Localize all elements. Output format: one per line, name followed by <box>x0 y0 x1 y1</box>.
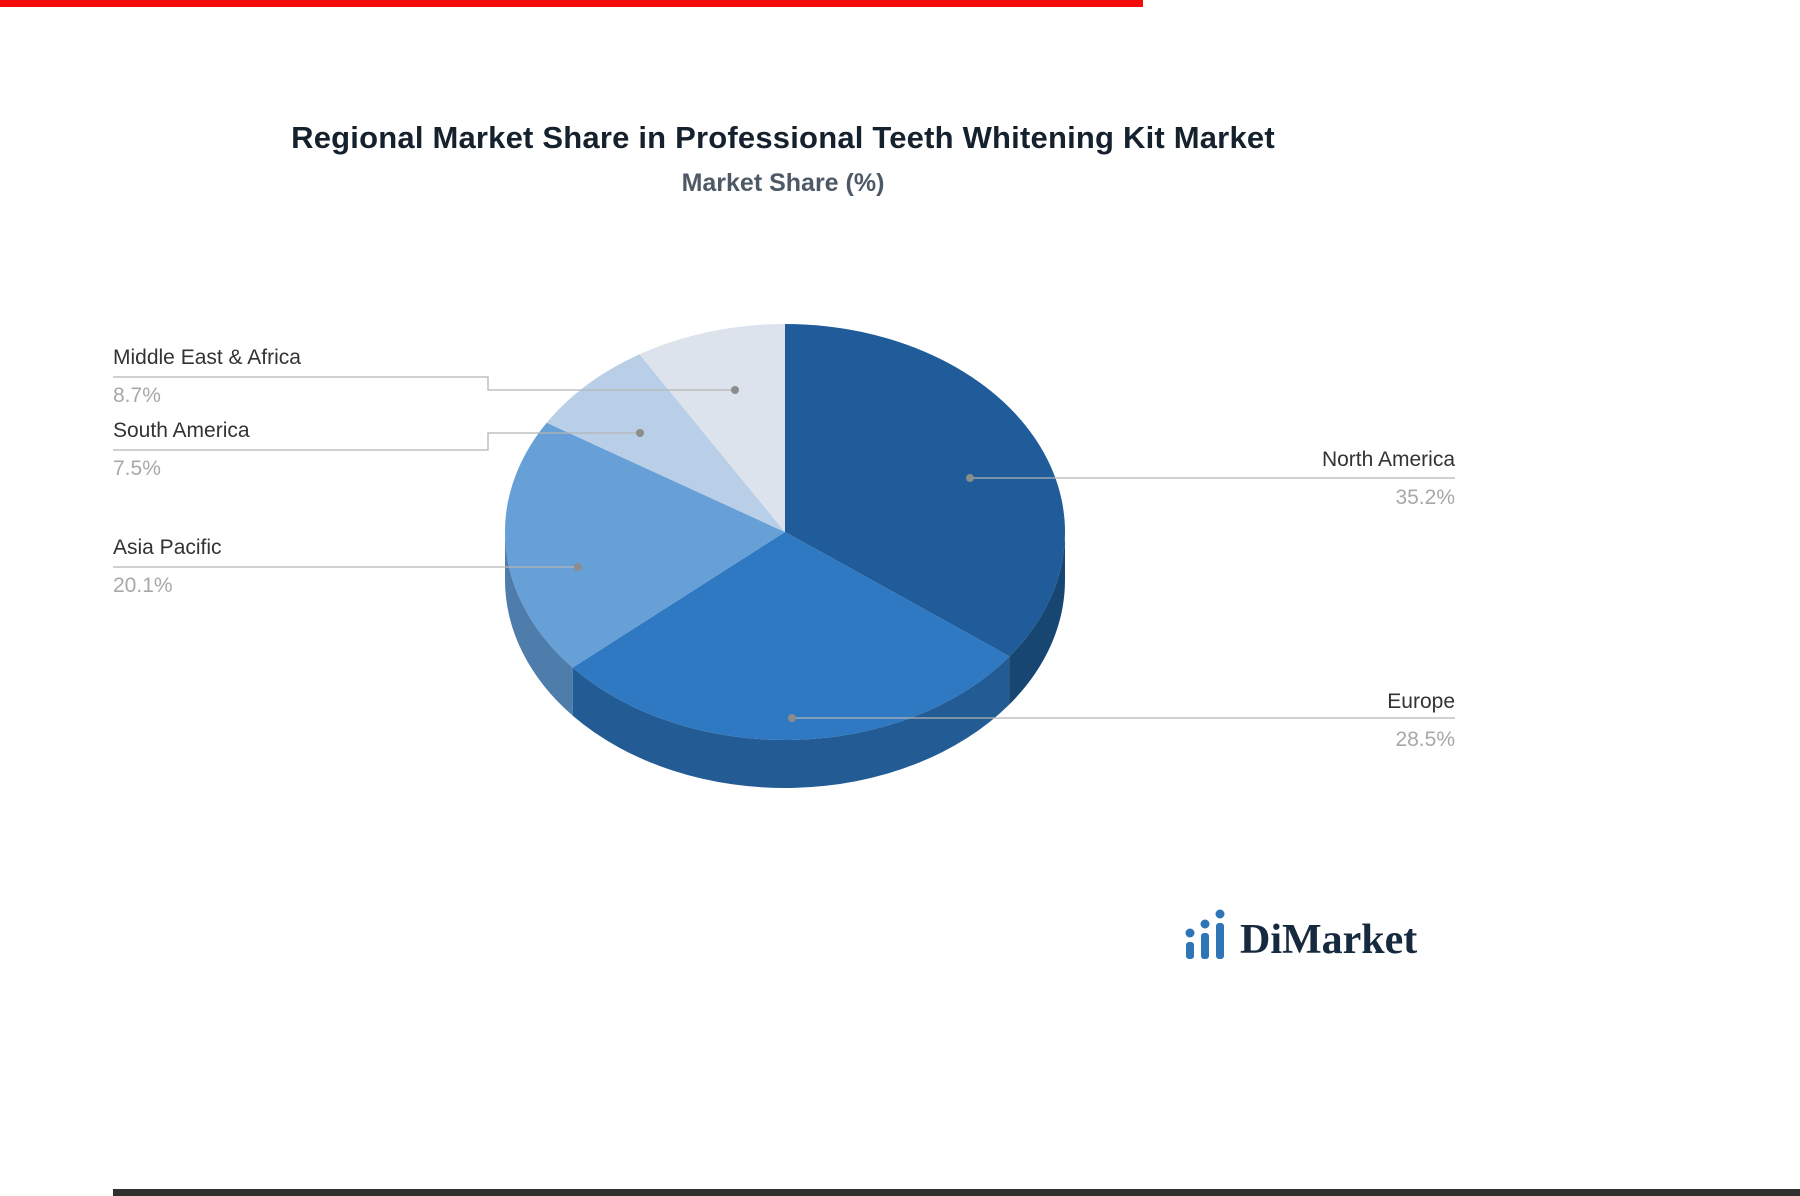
pie-slice-north-america <box>785 324 1066 657</box>
callout-dot-north-america <box>966 474 974 482</box>
chart-title: Regional Market Share in Professional Te… <box>291 120 1275 155</box>
pie-slice-europe <box>572 532 1010 741</box>
pie-slice-asia-pacific <box>504 422 785 668</box>
logo-text: DiMarket <box>1240 917 1418 963</box>
pie-slice-side-north-america <box>1009 532 1065 705</box>
bar-chart-logo-icon <box>1185 909 1225 959</box>
slice-label-middle-east-africa: Middle East & Africa <box>113 346 301 369</box>
callout-dot-middle-east-africa <box>731 386 739 394</box>
callout-dot-south-america <box>636 429 644 437</box>
slice-value-south-america: 7.5% <box>113 457 161 480</box>
pie-slice-middle-east-africa <box>639 324 785 532</box>
callout-line-middle-east-africa <box>113 376 735 391</box>
slice-value-middle-east-africa: 8.7% <box>113 384 161 407</box>
slice-value-europe: 28.5% <box>1395 728 1455 751</box>
slice-label-north-america: North America <box>1321 448 1455 471</box>
dimarket-logo: DiMarket <box>1182 903 1417 963</box>
pie-slice-south-america <box>546 354 785 532</box>
slice-value-north-america: 35.2% <box>1395 486 1455 509</box>
bottom-edge-line <box>113 1189 1800 1196</box>
slice-label-asia-pacific: Asia Pacific <box>113 536 222 559</box>
callout-line-south-america <box>113 432 640 451</box>
callout-dot-europe <box>788 714 796 722</box>
callout-dot-asia-pacific <box>574 563 582 571</box>
slice-value-asia-pacific: 20.1% <box>113 574 173 597</box>
top-edge-line <box>0 0 1143 7</box>
slice-label-south-america: South America <box>113 419 250 442</box>
slice-label-europe: Europe <box>1387 690 1455 713</box>
pie-slice-side-asia-pacific <box>505 532 573 716</box>
pie-slice-side-europe <box>572 656 1010 788</box>
chart-subtitle: Market Share (%) <box>681 169 885 197</box>
